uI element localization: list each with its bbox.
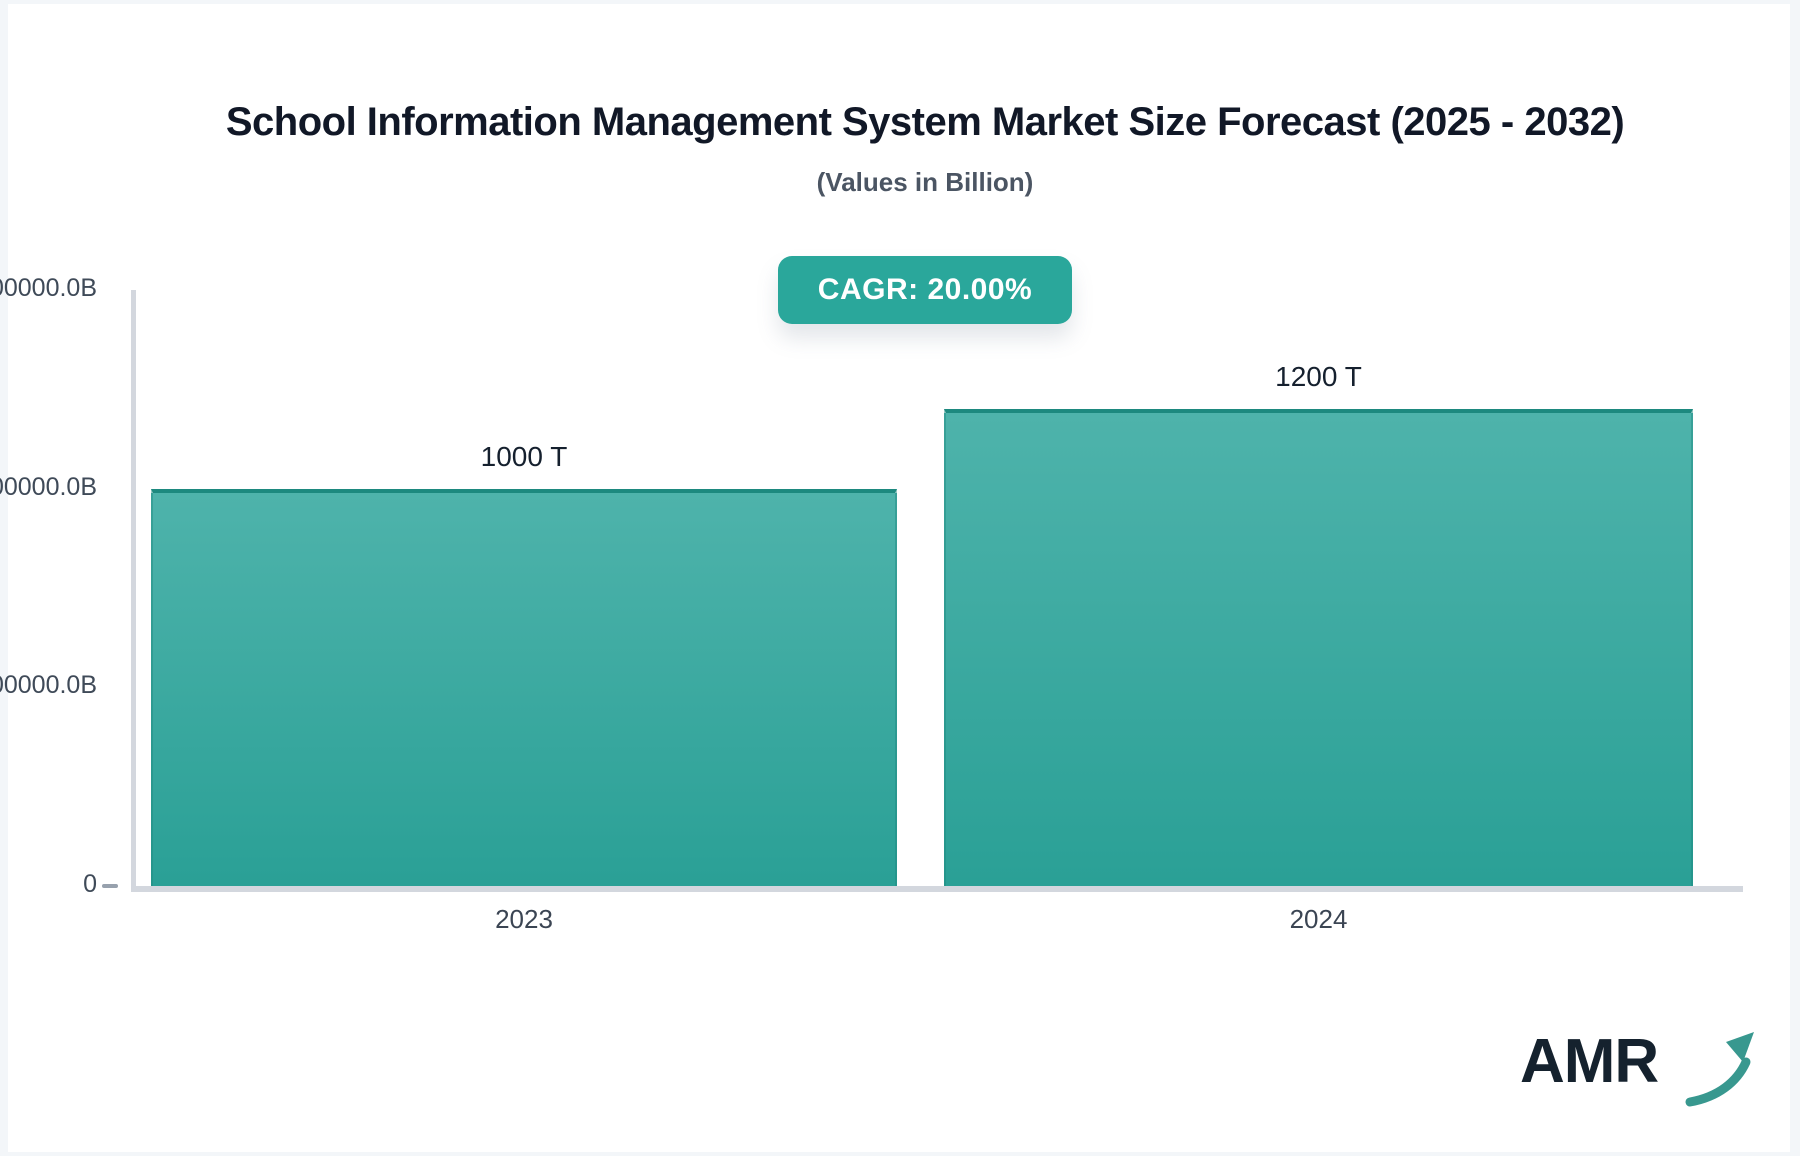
x-axis-line [131, 886, 1743, 892]
cagr-badge: CAGR: 20.00% [778, 256, 1072, 324]
chart-subtitle: (Values in Billion) [816, 167, 1034, 197]
y-axis-zero-tick [102, 884, 118, 888]
x-axis-tick-label-2023: 2023 [495, 904, 553, 934]
bar-value-label-2023: 1000 T [480, 440, 568, 472]
amr-logo-text: AMR [1520, 1027, 1659, 1096]
growth-arrow-icon [1685, 1032, 1754, 1107]
chart-title: School Information Management System Mar… [225, 100, 1625, 144]
y-axis-tick-label: 1500000.0B [0, 274, 97, 302]
y-axis-line [131, 290, 136, 892]
bar-value-label-2024: 1200 T [1275, 361, 1362, 393]
y-axis-tick-label: 500000.0B [0, 671, 97, 700]
y-axis-tick-label: 1000000.0B [0, 472, 97, 501]
bar-2024 [944, 409, 1693, 886]
amr-logo: AMR [1520, 1024, 1770, 1124]
bar-2023 [151, 488, 897, 886]
y-axis-tick-label: 0 [83, 870, 97, 898]
chart-header: School Information Management System Mar… [25, 100, 1800, 198]
x-axis-tick-label-2024: 2024 [1289, 904, 1348, 934]
